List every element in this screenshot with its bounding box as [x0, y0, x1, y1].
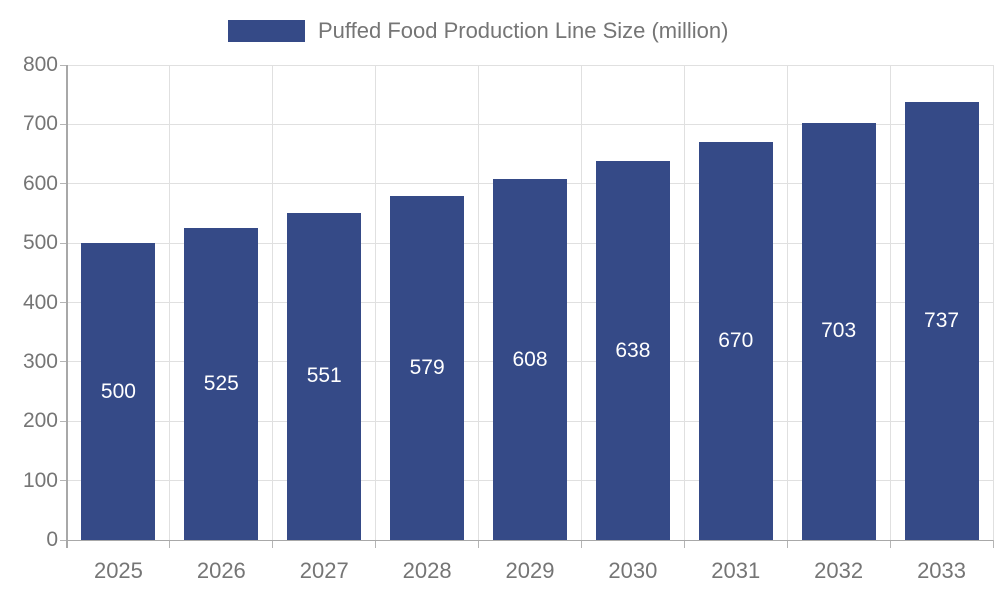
- v-gridline: [580, 65, 582, 540]
- y-tick-label: 0: [46, 528, 58, 551]
- bar: 500: [81, 243, 156, 540]
- y-tick-mark: [60, 242, 67, 244]
- v-gridline: [786, 65, 788, 540]
- bar-value-label: 525: [203, 372, 239, 396]
- y-tick-label: 200: [22, 409, 58, 433]
- bar: 579: [390, 196, 465, 540]
- bar: 525: [184, 228, 259, 540]
- chart-legend: Puffed Food Production Line Size (millio…: [228, 18, 728, 44]
- v-gridline: [889, 65, 891, 540]
- y-tick-label: 100: [22, 468, 58, 492]
- v-gridline: [683, 65, 685, 540]
- v-gridline: [992, 65, 994, 540]
- x-tick-label: 2029: [505, 558, 555, 583]
- x-tick-label: 2026: [196, 558, 246, 583]
- v-gridline: [375, 65, 377, 540]
- x-tick-label: 2028: [402, 558, 452, 583]
- y-tick-mark: [60, 361, 67, 363]
- y-tick-label: 700: [22, 112, 58, 136]
- x-tick-mark: [169, 540, 171, 548]
- x-tick-mark: [683, 540, 685, 548]
- y-tick-mark: [60, 183, 67, 185]
- legend-swatch: [228, 20, 305, 42]
- bar-value-label: 638: [615, 338, 651, 362]
- x-tick-label: 2030: [608, 558, 658, 583]
- x-tick-mark: [375, 540, 377, 548]
- h-gridline: [67, 64, 993, 66]
- x-tick-label: 2027: [299, 558, 349, 583]
- x-tick-label: 2025: [93, 558, 143, 583]
- y-tick-label: 600: [22, 171, 58, 195]
- bar: 638: [595, 161, 670, 540]
- y-tick-label: 500: [22, 231, 58, 255]
- v-gridline: [169, 65, 171, 540]
- legend-label: Puffed Food Production Line Size (millio…: [318, 18, 729, 43]
- v-gridline: [478, 65, 480, 540]
- x-tick-mark: [272, 540, 274, 548]
- y-tick-label: 300: [22, 349, 58, 373]
- y-tick-label: 400: [22, 290, 58, 314]
- v-gridline: [272, 65, 274, 540]
- bar-value-label: 579: [409, 356, 445, 380]
- x-tick-mark: [992, 540, 994, 548]
- bar-value-label: 551: [306, 364, 342, 388]
- y-tick-mark: [60, 539, 67, 541]
- bar-value-label: 670: [718, 329, 754, 353]
- bar-value-label: 608: [512, 347, 548, 371]
- bar-value-label: 737: [924, 309, 960, 333]
- y-tick-mark: [60, 64, 67, 66]
- bar-value-label: 500: [100, 379, 136, 403]
- x-axis-line: [66, 539, 993, 541]
- y-tick-mark: [60, 420, 67, 422]
- y-tick-mark: [60, 123, 67, 125]
- x-tick-label: 2032: [814, 558, 864, 583]
- x-tick-mark: [580, 540, 582, 548]
- bar: 608: [493, 179, 567, 540]
- x-tick-label: 2031: [711, 558, 761, 583]
- x-tick-mark: [478, 540, 480, 548]
- bar: 737: [904, 102, 979, 540]
- h-gridline: [67, 123, 993, 125]
- x-tick-mark: [786, 540, 788, 548]
- bar: 551: [287, 212, 362, 540]
- y-tick-label: 800: [22, 53, 58, 76]
- x-tick-mark: [889, 540, 891, 548]
- y-axis-line: [66, 65, 68, 548]
- y-tick-mark: [60, 302, 67, 303]
- y-tick-mark: [60, 480, 67, 482]
- bar: 670: [698, 142, 773, 540]
- bar: 703: [801, 122, 876, 540]
- x-tick-label: 2033: [917, 558, 967, 583]
- bar-value-label: 703: [821, 319, 857, 343]
